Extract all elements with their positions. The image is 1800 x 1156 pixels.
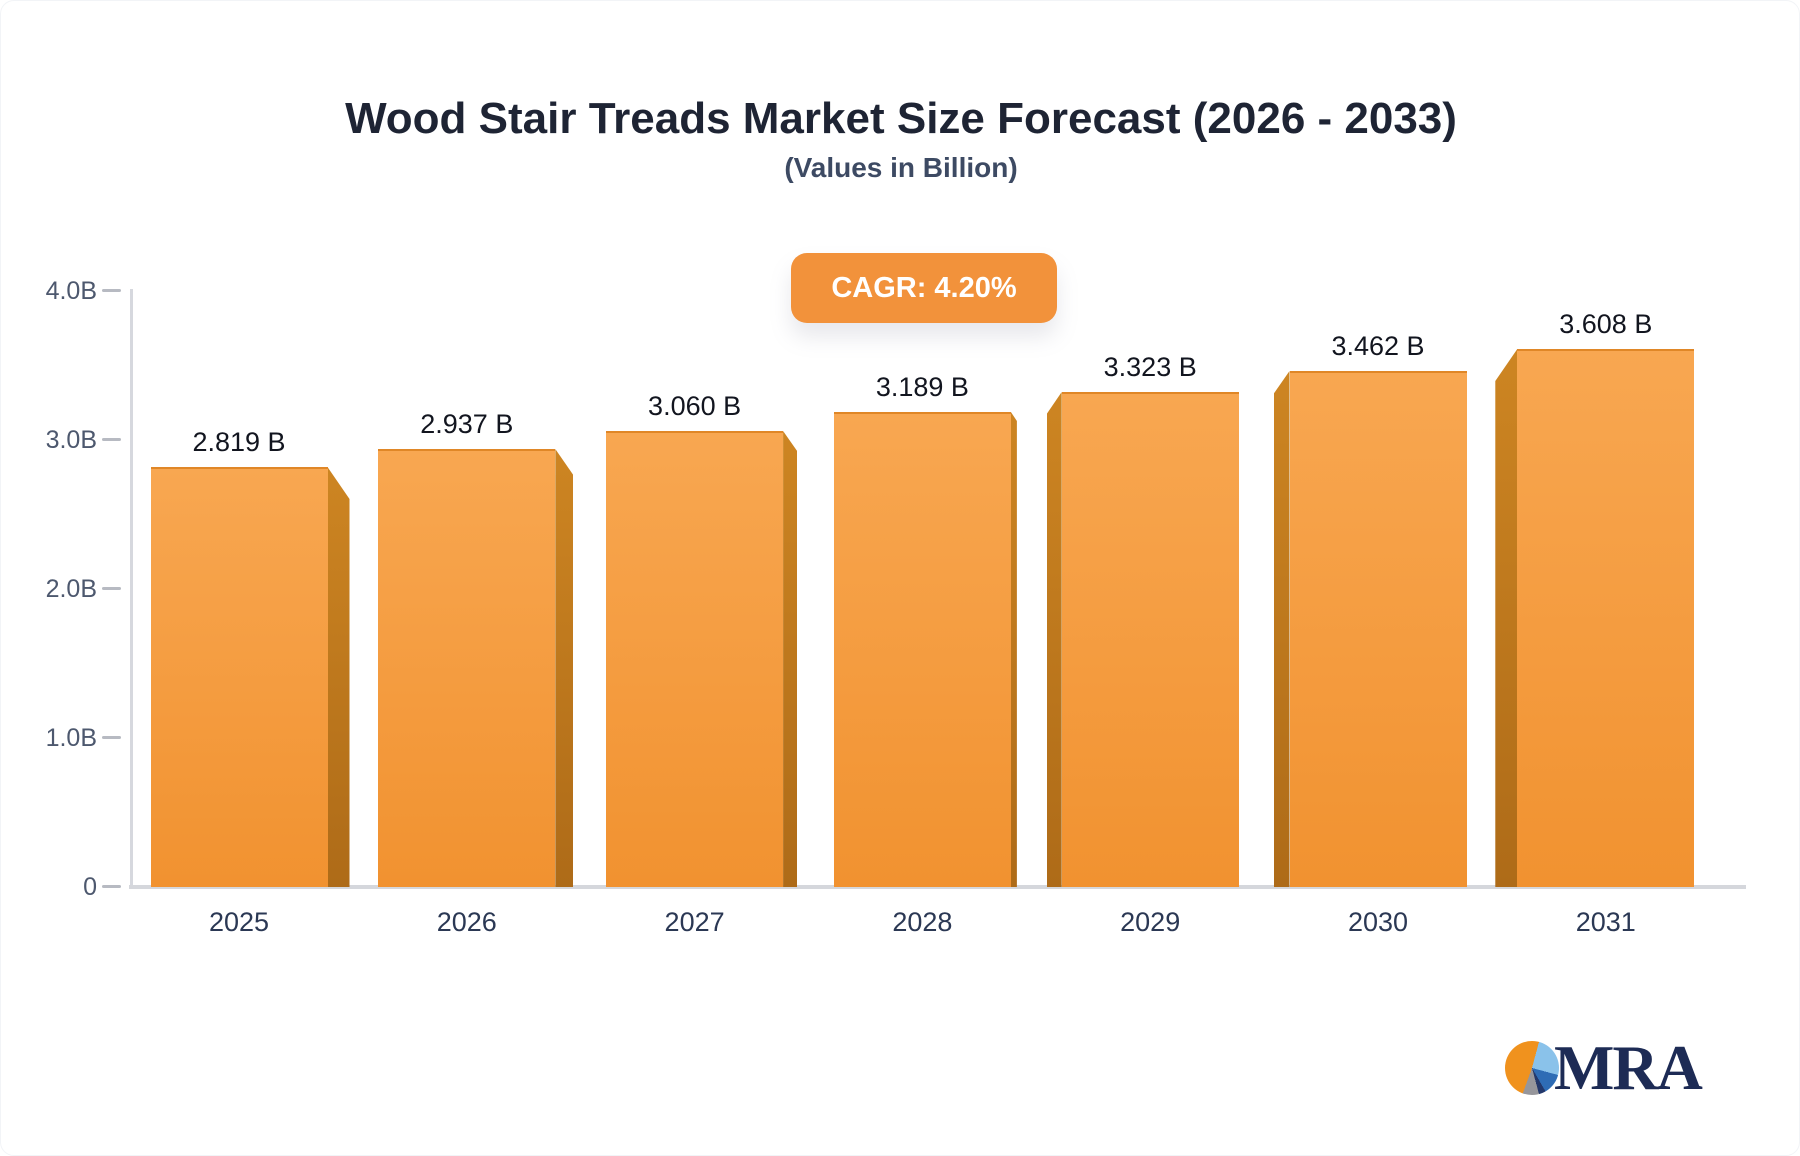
bar-value-label: 3.462 B	[1331, 331, 1425, 361]
y-axis-tick-label: 3.0B	[45, 426, 97, 454]
bar-value-label: 3.608 B	[1559, 309, 1653, 339]
bar-3d-side	[555, 449, 574, 887]
bar-value-label: 2.937 B	[420, 409, 514, 439]
brand-logo-text: MRA	[1554, 1032, 1703, 1103]
y-axis-tick-mark	[102, 289, 121, 292]
bar	[1061, 392, 1239, 887]
x-axis-category-label: 2031	[1575, 907, 1636, 937]
y-axis-tick-label: 2.0B	[45, 575, 97, 603]
y-axis-tick-label: 4.0B	[45, 277, 97, 305]
bar	[833, 412, 1011, 887]
brand-logo: MRA	[1505, 1032, 1703, 1103]
bar	[1517, 349, 1695, 887]
pie-chart-logo-icon	[1505, 1041, 1559, 1095]
bar	[150, 467, 328, 887]
y-axis-line	[130, 289, 133, 889]
bar-3d-side	[1495, 349, 1518, 887]
bar-3d-side	[1273, 371, 1290, 887]
y-axis-tick-mark	[102, 438, 121, 441]
x-axis-category-label: 2025	[208, 907, 270, 937]
y-axis-tick-mark	[102, 587, 121, 590]
bar	[1289, 371, 1467, 887]
y-axis-tick-label: 1.0B	[45, 724, 97, 752]
x-axis-line	[129, 885, 1746, 889]
bar-3d-side	[327, 467, 350, 887]
y-axis-tick-mark	[102, 736, 121, 739]
chart-title: Wood Stair Treads Market Size Forecast (…	[345, 94, 1457, 143]
bar-3d-side	[783, 431, 798, 887]
cagr-badge: CAGR: 4.20%	[791, 253, 1057, 323]
x-axis-category-label: 2026	[436, 907, 497, 937]
bar-value-label: 2.819 B	[192, 427, 286, 457]
x-axis-category-label: 2030	[1347, 907, 1409, 937]
bar-value-label: 3.323 B	[1103, 352, 1197, 382]
bar-value-label: 3.189 B	[875, 372, 969, 402]
bar	[378, 449, 556, 887]
y-axis-tick-mark	[102, 885, 121, 888]
x-axis-category-label: 2027	[664, 907, 725, 937]
bar-3d-side	[1046, 392, 1062, 887]
chart-subtitle: (Values in Billion)	[784, 152, 1018, 183]
y-axis-tick-label: 0	[83, 873, 97, 901]
x-axis-category-label: 2029	[1120, 907, 1181, 937]
bar	[606, 431, 784, 887]
bar-value-label: 3.060 B	[648, 391, 742, 421]
x-axis-category-label: 2028	[892, 907, 953, 937]
bar-3d-side	[1010, 412, 1017, 887]
